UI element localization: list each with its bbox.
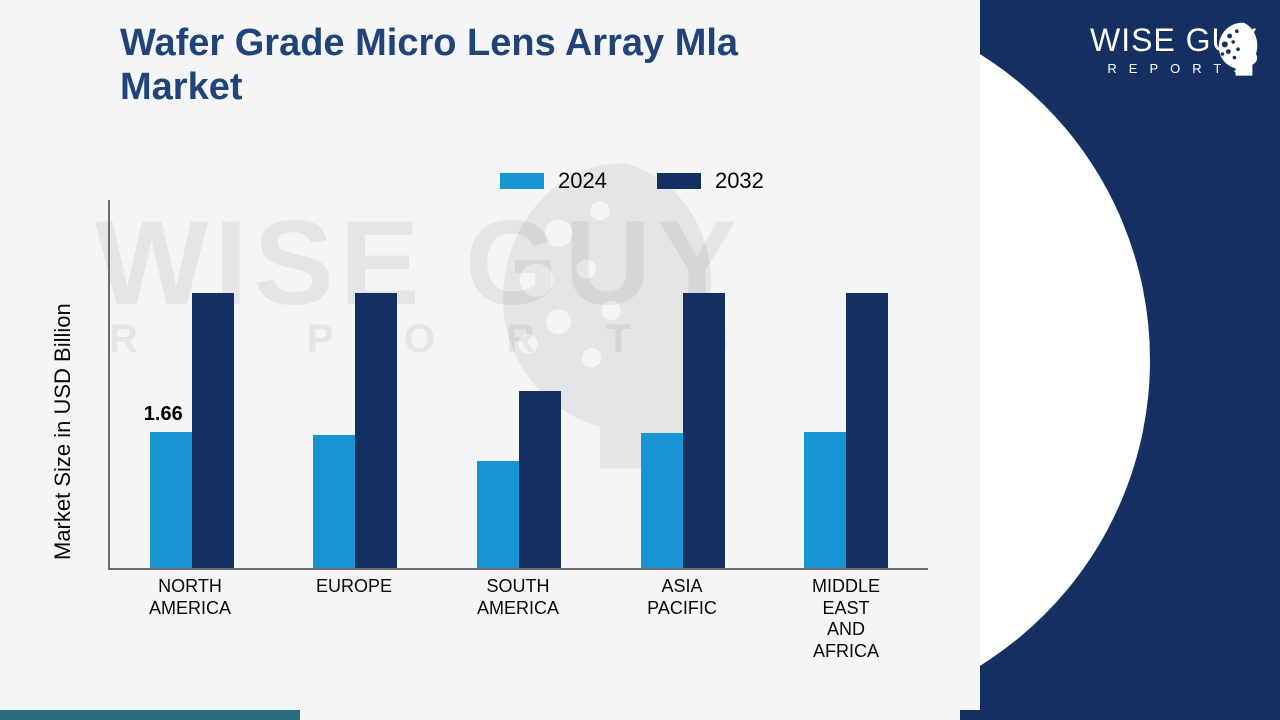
- x-axis-label: MIDDLE EAST AND AFRICA: [786, 576, 906, 662]
- legend-item: 2032: [657, 168, 764, 194]
- legend-label: 2032: [715, 168, 764, 194]
- bar: [477, 461, 519, 568]
- brand-logo: WISE GUY REPORTS: [1090, 22, 1258, 76]
- bar-group: [641, 293, 725, 568]
- x-axis-labels: NORTH AMERICA EUROPE SOUTH AMERICA ASIA PAC…: [108, 576, 928, 662]
- legend-swatch: [500, 173, 544, 189]
- x-axis-label: ASIA PACIFIC: [622, 576, 742, 662]
- bar-groups: 1.66: [110, 200, 928, 568]
- legend-item: 2024: [500, 168, 607, 194]
- bar: [846, 293, 888, 568]
- brand-panel: WISE GUY REPORTS: [960, 0, 1280, 720]
- bar: [313, 435, 355, 568]
- x-axis-label: NORTH AMERICA: [130, 576, 250, 662]
- x-axis-label: SOUTH AMERICA: [458, 576, 578, 662]
- plot-area: 1.66: [108, 200, 928, 570]
- brand-head-icon: [1202, 18, 1262, 78]
- bar: [804, 432, 846, 568]
- bar-group: [804, 293, 888, 568]
- bar-value-label: 1.66: [144, 403, 183, 426]
- legend: 2024 2032: [500, 168, 764, 194]
- bar: [519, 391, 561, 568]
- x-axis-label: EUROPE: [294, 576, 414, 662]
- bar-group: [477, 391, 561, 568]
- legend-label: 2024: [558, 168, 607, 194]
- bar: [641, 433, 683, 568]
- bar: [683, 293, 725, 568]
- bar-group: [313, 293, 397, 568]
- legend-swatch: [657, 173, 701, 189]
- bar: [150, 432, 192, 568]
- chart-panel: Wafer Grade Micro Lens Array Mla Market …: [0, 0, 980, 710]
- chart-title: Wafer Grade Micro Lens Array Mla Market: [120, 22, 840, 109]
- bar: [192, 293, 234, 568]
- bottom-accent-bar: [0, 710, 300, 720]
- bar: [355, 293, 397, 568]
- arc-cutout: [960, 0, 1150, 720]
- bar-group: 1.66: [150, 293, 234, 568]
- y-axis-label: Market Size in USD Billion: [50, 303, 76, 560]
